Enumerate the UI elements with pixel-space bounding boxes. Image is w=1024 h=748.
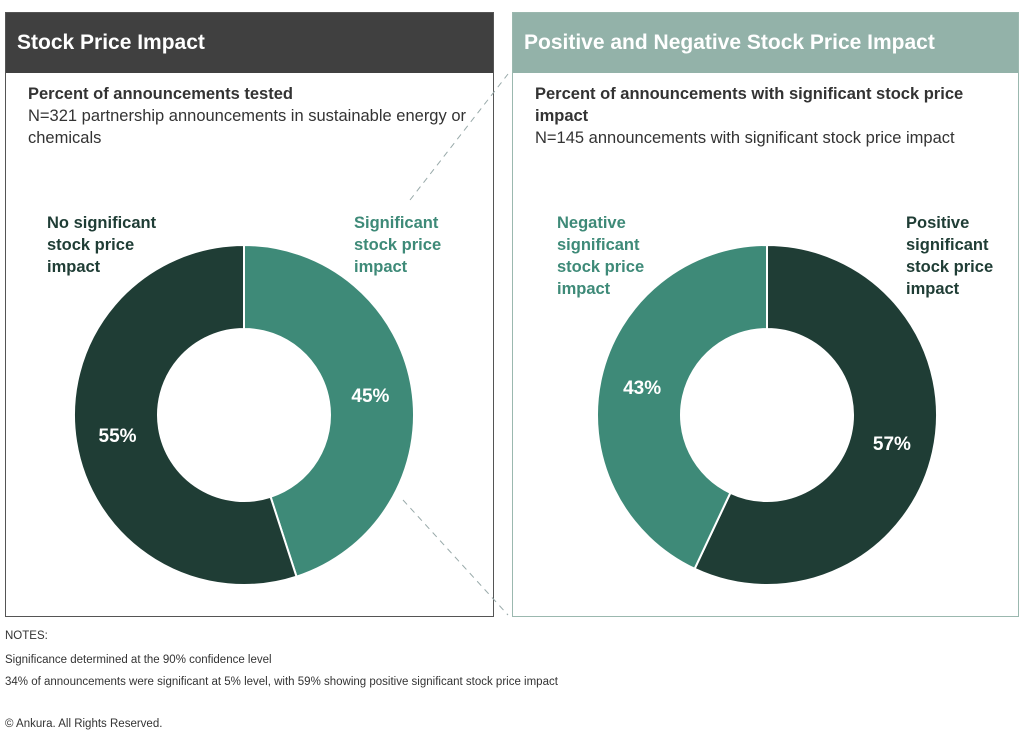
donut-slice — [595, 243, 768, 571]
panel-description: N=145 announcements with significant sto… — [535, 129, 955, 147]
slice-value-label: 55% — [99, 426, 137, 447]
copyright: © Ankura. All Rights Reserved. — [5, 718, 163, 730]
slice-value-label: 45% — [351, 386, 389, 407]
panel-description: N=321 partnership announcements in susta… — [28, 107, 466, 147]
panel-title: Stock Price Impact — [6, 13, 493, 73]
slice-value-label: 43% — [623, 378, 661, 399]
panel-subtitle: Percent of announcements tested — [28, 85, 293, 103]
note-line: Significance determined at the 90% confi… — [5, 654, 272, 666]
positive-negative-panel: Positive and Negative Stock Price Impact… — [512, 12, 1019, 617]
donut-slice — [73, 243, 298, 586]
slice-label: Significant stock price impact — [354, 214, 442, 276]
slice-label: Positive significant stock price impact — [906, 214, 994, 298]
panel-subtitle: Percent of announcements with significan… — [535, 85, 964, 125]
slice-label: No significant stock price impact — [47, 214, 157, 276]
donut-slice — [243, 243, 416, 578]
slice-label: Negative significant stock price impact — [557, 214, 645, 298]
note-line: 34% of announcements were significant at… — [5, 676, 558, 688]
donut-slice — [693, 243, 938, 586]
connector-line — [409, 73, 509, 201]
connector-line — [402, 499, 509, 616]
stock-price-impact-panel: Stock Price Impact Percent of announceme… — [5, 12, 494, 617]
panel-title: Positive and Negative Stock Price Impact — [513, 13, 1018, 73]
notes-heading: NOTES: — [5, 630, 48, 642]
slice-value-label: 57% — [873, 434, 911, 455]
